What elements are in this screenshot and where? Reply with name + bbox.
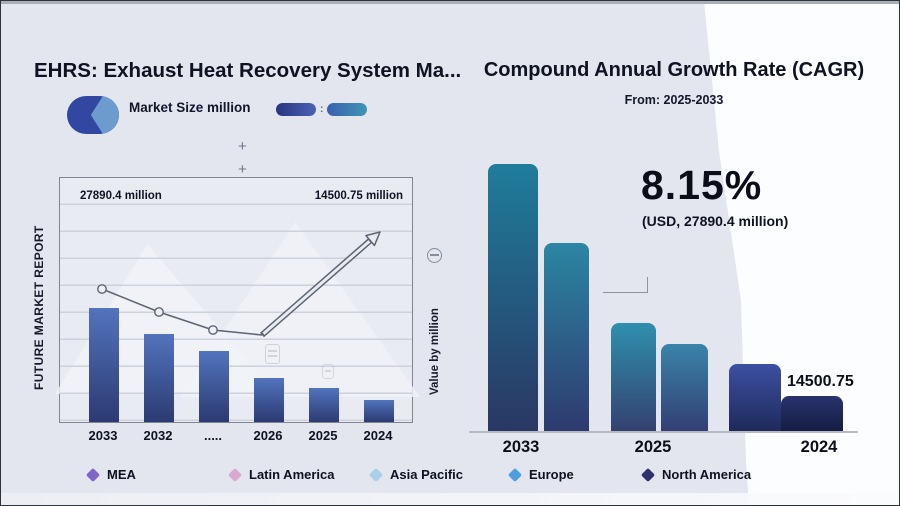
page-title-left: EHRS: Exhaust Heat Recovery System Ma... (34, 59, 462, 82)
x-tick-label: 2033 (88, 428, 118, 443)
bar-2026 (254, 378, 284, 422)
top-border-band (1, 1, 899, 4)
bar-mid (199, 351, 229, 422)
group-label-2033: 2033 (502, 438, 540, 456)
bar-2033 (89, 308, 119, 422)
north-america-diamond-icon (640, 467, 656, 482)
grouped-bar-2024-b (781, 396, 843, 431)
legend-label-mea: MEA (107, 467, 136, 482)
grouped-bar-2033-a (488, 164, 538, 431)
plus-icon: + (238, 161, 247, 178)
mea-diamond-icon (85, 467, 101, 482)
cagr-percentage: 8.15% (641, 162, 763, 208)
bar-2024 (364, 400, 394, 422)
legend-label-latin-america: Latin America (249, 467, 335, 482)
ghost-list-icon (322, 364, 334, 379)
ratio-pill-teal-icon (327, 103, 368, 116)
group-label-2024: 2024 (800, 438, 838, 456)
group-label-2025: 2025 (634, 438, 672, 456)
end-value-annotation: 14500.75 million (314, 190, 403, 202)
legend-item-europe: Europe (507, 467, 574, 482)
grouped-bar-2024-a (729, 364, 781, 431)
x-tick-label: ..... (203, 428, 223, 443)
legend-item-asia-pacific: Asia Pacific (368, 467, 463, 482)
value-annotation-14500: 14500.75 (787, 373, 854, 390)
market-size-pill-icon (67, 96, 119, 134)
x-tick-label: 2025 (308, 428, 338, 443)
x-tick-label: 2032 (143, 428, 173, 443)
x-tick-label: 2026 (253, 428, 283, 443)
plus-icon: + (238, 138, 247, 155)
grouped-bar-2033-b (544, 243, 589, 431)
left-chart-vertical-label: FUTURE MARKET REPORT (32, 225, 46, 391)
start-value-annotation: 27890.4 million (80, 190, 162, 202)
bar-2025 (309, 388, 339, 422)
x-tick-label: 2024 (363, 428, 393, 443)
latin-america-diamond-icon (227, 467, 243, 482)
grouped-bar-2025-b (661, 344, 708, 431)
bar-2032 (144, 334, 174, 422)
cagr-range-subtitle: From: 2025-2033 (624, 93, 724, 107)
legend-label-asia-pacific: Asia Pacific (390, 467, 463, 482)
legend-label-north-america: North America (662, 467, 752, 482)
grouped-bar-2025-a (611, 323, 656, 431)
ratio-pills: : (276, 103, 368, 116)
bottom-strip (1, 493, 899, 505)
market-size-legend-label: Market Size million (129, 100, 251, 115)
header-right-block: Compound Annual Growth Rate (CAGR) From:… (469, 59, 879, 107)
trend-svg (97, 231, 381, 338)
pill-facet-icon (90, 96, 119, 134)
legend-label-europe: Europe (529, 467, 574, 482)
europe-diamond-icon (507, 467, 523, 482)
left-chart-x-axis: 2033 2032 ..... 2026 2025 2024 (59, 428, 413, 444)
ghost-list-icon (265, 344, 280, 364)
left-chart-panel: 27890.4 million 14500.75 million (55, 177, 420, 423)
legend-item-mea: MEA (85, 467, 136, 482)
ratio-pill-dark-icon (276, 103, 316, 116)
cagr-usd-subtitle: (USD, 27890.4 million) (642, 213, 789, 229)
minus-circle-icon (427, 248, 442, 263)
legend-item-north-america: North America (640, 467, 752, 482)
asia-pacific-diamond-icon (368, 467, 384, 482)
ratio-colon: : (320, 104, 324, 115)
legend-item-latin-america: Latin America (227, 467, 335, 482)
page-title-right: Compound Annual Growth Rate (CAGR) (483, 59, 865, 81)
value-axis-label: Value by million (429, 308, 441, 396)
right-chart-baseline (469, 431, 858, 433)
step-bracket-line (603, 277, 648, 293)
